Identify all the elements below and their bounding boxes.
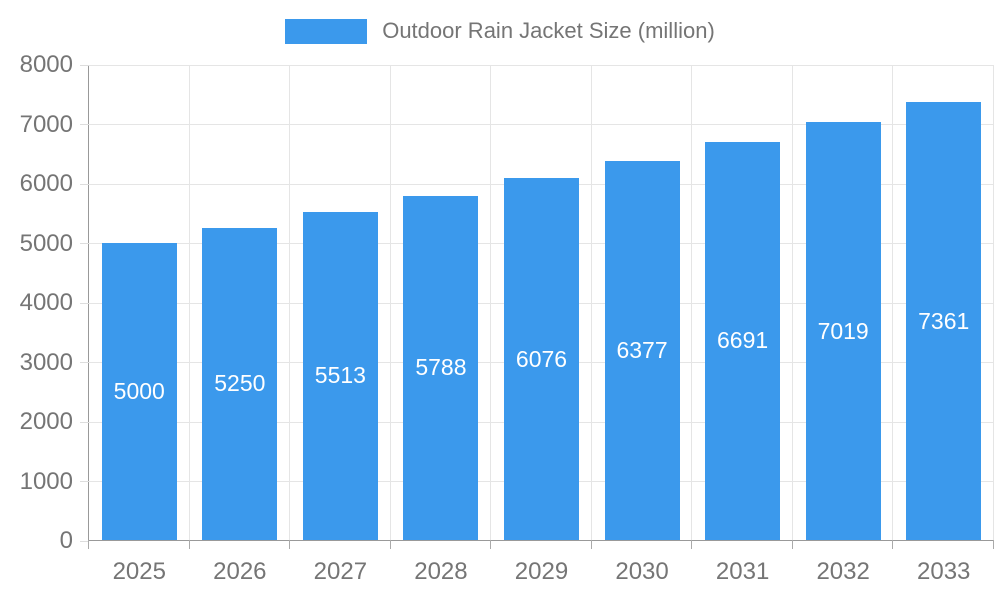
x-axis-tick [993,540,994,549]
gridline-vertical [791,65,793,540]
y-axis-label: 8000 [19,51,73,78]
x-axis-tick [389,540,391,549]
y-axis-tick [80,124,89,125]
bar-value-label: 5250 [214,370,266,397]
bar[interactable]: 7019 [805,122,881,540]
bar-value-label: 7019 [817,317,869,344]
bar[interactable]: 6076 [504,178,579,540]
bar[interactable]: 7361 [906,102,982,540]
bar-value-label: 7361 [918,307,970,334]
y-axis-label: 2000 [19,408,73,435]
y-axis-label: 3000 [19,348,73,376]
gridline-vertical [389,65,391,540]
bar-value-label: 5788 [415,354,467,381]
y-axis-tick [80,243,89,244]
x-axis-label: 2032 [816,558,870,585]
bar[interactable]: 5788 [403,195,479,540]
y-axis-tick [80,362,89,363]
gridline-vertical [691,65,693,540]
legend[interactable]: Outdoor Rain Jacket Size (million) [0,18,1000,44]
y-axis-tick [80,540,89,542]
x-axis-tick [88,540,89,549]
gridline-horizontal [89,64,993,66]
bar-value-label: 6076 [515,345,568,372]
x-axis-tick [691,540,693,549]
gridline-vertical [289,65,291,540]
x-axis-label: 2028 [414,558,468,585]
y-axis-label: 6000 [19,170,73,197]
y-axis-label: 7000 [19,110,73,138]
gridline-vertical [590,65,592,540]
x-axis-label: 2027 [313,558,368,585]
x-axis-tick [188,540,190,549]
legend-label: Outdoor Rain Jacket Size (million) [382,18,715,43]
y-axis-label: 4000 [19,289,73,316]
gridline-horizontal [89,124,993,125]
bar[interactable]: 6377 [604,160,680,540]
legend-swatch [285,18,368,44]
x-axis-tick [490,540,492,549]
bar[interactable]: 5513 [302,211,378,540]
y-axis-tick [80,481,89,482]
y-axis-tick [80,64,89,66]
x-axis-tick [590,540,592,549]
bar[interactable]: 6691 [705,141,781,540]
y-axis-label: 0 [59,527,73,554]
x-axis-tick [892,540,894,549]
bar[interactable]: 5000 [101,242,177,540]
gridline-vertical [490,65,492,540]
x-axis-label: 2026 [213,558,267,585]
bar-value-label: 6377 [616,336,668,363]
y-axis-label: 1000 [19,467,73,495]
x-axis-tick [289,540,291,549]
gridline-vertical [993,65,994,540]
x-axis-label: 2033 [917,558,971,585]
gridline-vertical [892,65,894,540]
gridline-vertical [188,65,190,540]
plot-area: 0 1000 2000 3000 4000 5000 6000 7000 8000 5000 202… [20,51,994,585]
y-axis-tick [80,302,89,304]
x-axis-label: 2031 [715,558,770,585]
x-axis-label: 2029 [514,558,569,585]
x-axis-label: 2025 [112,558,166,585]
bar-value-label: 6691 [717,327,769,354]
bar[interactable]: 5250 [202,227,278,540]
bar-value-label: 5000 [113,377,165,404]
y-axis-tick [80,183,89,185]
bar-value-label: 5513 [314,362,366,389]
y-axis-label: 5000 [19,229,73,257]
y-axis-tick [80,421,89,423]
x-axis-tick [791,540,793,549]
x-axis-label: 2030 [615,558,669,585]
